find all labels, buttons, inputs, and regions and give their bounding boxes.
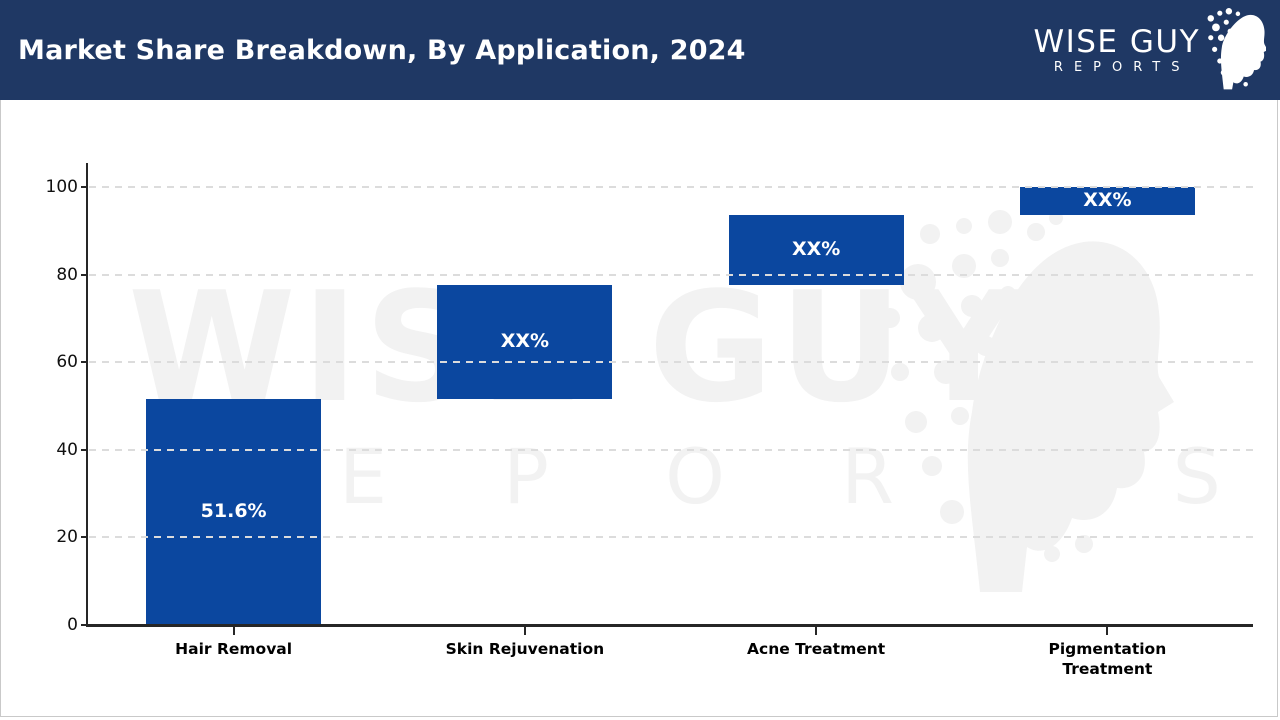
x-tick-mark <box>232 627 235 635</box>
x-category-label: Acne Treatment <box>747 640 886 658</box>
x-tick-mark <box>1106 627 1109 635</box>
x-category-label: Skin Rejuvenation <box>445 640 605 658</box>
y-tick-label-20: 20 <box>56 527 78 547</box>
y-tick-mark-100 <box>81 186 88 188</box>
page-title: Market Share Breakdown, By Application, … <box>18 34 746 66</box>
grid-line-40 <box>89 448 1253 451</box>
wise-guy-reports-logo: WISE GUY REPORTS <box>1033 6 1266 94</box>
x-category-label: Hair Removal <box>175 640 293 658</box>
y-tick-label-40: 40 <box>56 439 78 460</box>
grid-line-80 <box>89 273 1253 276</box>
bar-hair-removal <box>146 398 322 625</box>
grid-line-60 <box>89 361 1253 363</box>
chart-frame-border <box>0 100 1278 717</box>
grid-line-20 <box>89 536 1253 538</box>
y-tick-mark-40 <box>81 448 88 451</box>
bar-acne-treatment <box>728 215 904 285</box>
logo-wordmark: WISE GUY <box>1033 24 1200 60</box>
grid-line-100 <box>89 186 1253 188</box>
bar-value-label: XX% <box>791 238 841 260</box>
y-tick-mark-80 <box>81 273 88 276</box>
logo-subtitle: REPORTS <box>1053 60 1191 75</box>
y-axis-line <box>86 163 88 627</box>
y-tick-label-0: 0 <box>67 614 78 635</box>
y-tick-mark-0 <box>81 623 88 626</box>
bar-value-label: XX% <box>500 329 550 352</box>
bar-value-label: 51.6% <box>200 499 267 522</box>
y-tick-label-100: 100 <box>45 177 78 197</box>
header-bar: Market Share Breakdown, By Application, … <box>0 0 1280 100</box>
bar-pigmentation-treatment <box>1019 187 1195 215</box>
x-axis-line <box>86 624 1253 627</box>
y-tick-label-80: 80 <box>56 264 78 285</box>
logo-head-profile-icon <box>1207 8 1266 90</box>
logo-text: WISE GUY REPORTS <box>1033 25 1200 75</box>
bar-value-label: XX% <box>1083 189 1132 211</box>
x-tick-mark <box>815 627 818 635</box>
x-category-label: Pigmentation Treatment <box>1048 640 1167 678</box>
bar-skin-rejuvenation <box>437 285 613 399</box>
x-tick-mark <box>523 627 526 635</box>
y-tick-mark-20 <box>81 536 88 538</box>
y-tick-label-60: 60 <box>56 352 78 372</box>
y-tick-mark-60 <box>81 361 88 363</box>
